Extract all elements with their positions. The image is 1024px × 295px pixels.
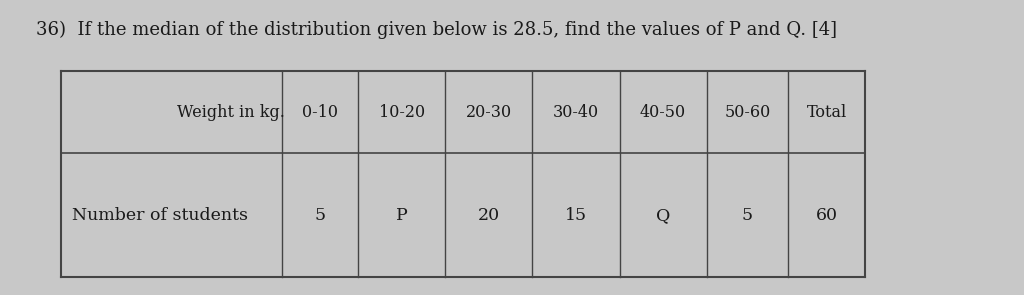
Text: 50-60: 50-60 bbox=[724, 104, 771, 121]
Text: P: P bbox=[396, 207, 408, 224]
Text: 0-10: 0-10 bbox=[302, 104, 338, 121]
Text: 10-20: 10-20 bbox=[379, 104, 425, 121]
Text: Total: Total bbox=[807, 104, 847, 121]
Text: Number of students: Number of students bbox=[72, 207, 248, 224]
Text: 30-40: 30-40 bbox=[553, 104, 599, 121]
Text: 36)  If the median of the distribution given below is 28.5, find the values of P: 36) If the median of the distribution gi… bbox=[36, 21, 837, 39]
Text: 40-50: 40-50 bbox=[640, 104, 686, 121]
Text: 20-30: 20-30 bbox=[466, 104, 512, 121]
Text: 5: 5 bbox=[742, 207, 753, 224]
Text: 20: 20 bbox=[478, 207, 500, 224]
Text: 15: 15 bbox=[565, 207, 587, 224]
Text: Q: Q bbox=[655, 207, 671, 224]
Text: Weight in kg.: Weight in kg. bbox=[177, 104, 285, 121]
Text: 5: 5 bbox=[314, 207, 326, 224]
Text: 60: 60 bbox=[816, 207, 838, 224]
